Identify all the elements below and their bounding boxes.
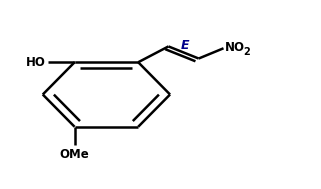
- Text: 2: 2: [244, 47, 250, 57]
- Text: E: E: [181, 39, 189, 52]
- Text: HO: HO: [26, 56, 46, 69]
- Text: OMe: OMe: [60, 148, 90, 161]
- Text: NO: NO: [225, 41, 245, 54]
